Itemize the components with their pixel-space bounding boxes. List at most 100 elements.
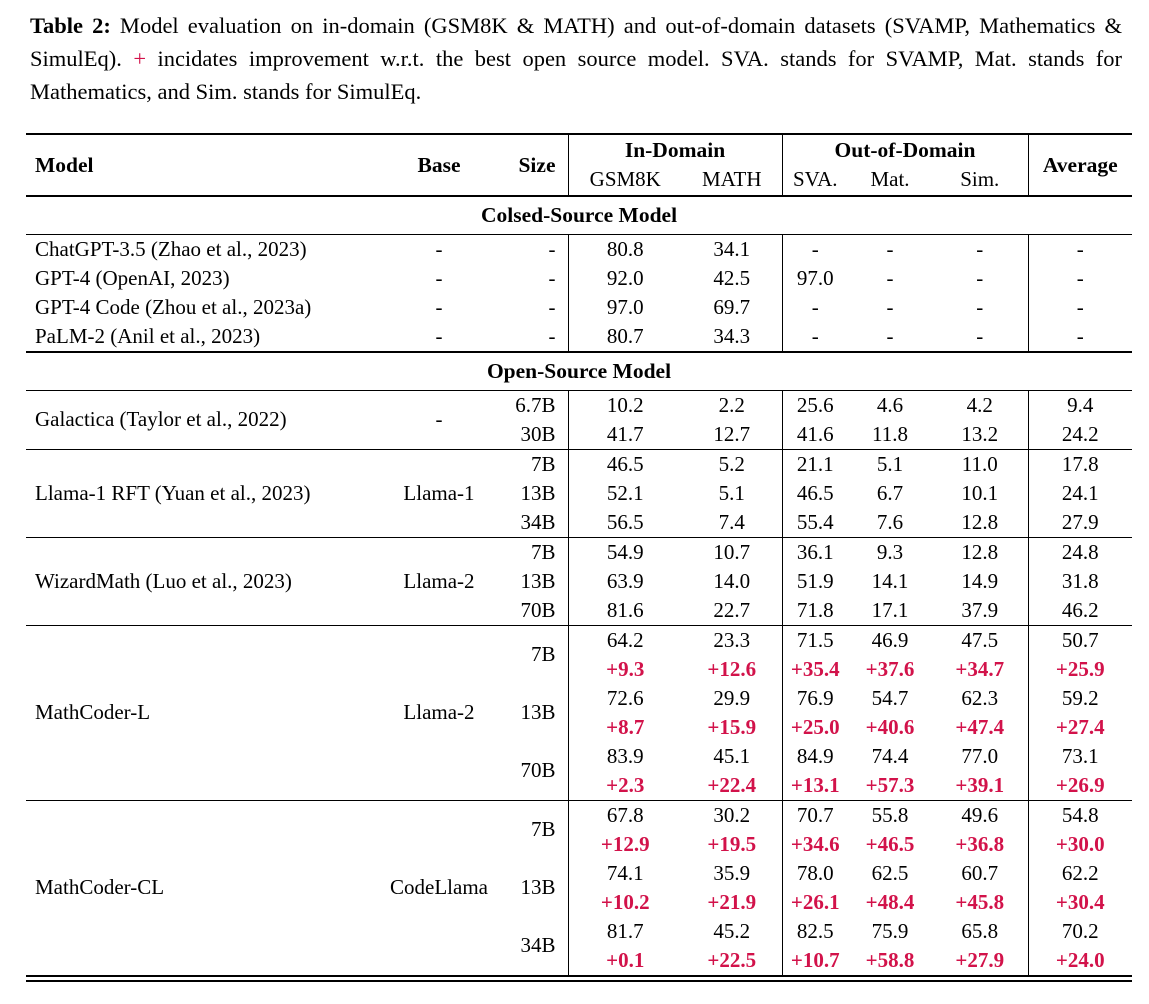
cell-value: 71.8 [781,596,849,626]
cell-value: 74.1 [567,859,682,888]
cell-value: 5.1 [718,480,745,505]
cell-value: 25.6 [781,390,849,420]
cell-value: 60.7 [961,860,999,885]
table-row: PaLM-2 (Anil et al., 2023) - -80.7 34.3- - - - [26,322,1133,352]
cell-size: 7B [508,449,568,479]
delta-row: +8.7 +15.9 +25.0 +40.6 +47.4 +27.4 [26,713,1133,742]
cell-value: 46.5 [781,479,849,508]
cell-value: 42.5 [713,265,751,290]
cell-delta: +25.9 [1027,655,1133,684]
cell-delta: +19.5 [707,831,757,856]
header-sva: SVA. [781,165,849,197]
cell-value: 4.6 [876,392,904,417]
cell-value: 47.5 [932,625,1029,655]
cell-value: - [1027,234,1133,264]
cell-value: 46.2 [1027,596,1133,626]
cell-delta: +45.8 [955,889,1005,914]
cell-size: 13B [520,568,556,593]
cell-value: 37.9 [961,597,999,622]
cell-size: - [548,265,556,290]
cell-value: - [886,294,894,319]
cell-delta: +40.6 [865,714,915,739]
cell-size: 70B [520,758,556,783]
header-model: Model [26,134,370,197]
cell-value: 81.7 [567,917,682,946]
table-row: GPT-4 (OpenAI, 2023) - -92.0 42.5 97.0- - - [26,264,1133,293]
cell-value: 24.8 [1027,537,1133,567]
cell-delta: +9.3 [567,655,682,684]
cell-size: - [548,236,556,261]
cell-delta: +34.7 [955,656,1005,681]
cell-base: - [435,236,443,261]
cell-value: 5.1 [848,449,933,479]
cell-value: 12.7 [713,421,751,446]
cell-base: Llama-2 [370,537,508,626]
cell-value: 41.6 [781,420,849,450]
delta-row: +10.2 +21.9 +26.1 +48.4 +45.8 +30.4 [26,888,1133,917]
cell-base: - [435,323,443,348]
cell-value: 51.9 [781,567,849,596]
cell-delta: +12.6 [707,656,757,681]
cell-model: MathCoder-CL [26,800,370,976]
cell-delta: +35.4 [781,655,849,684]
cell-delta: +25.0 [781,713,849,742]
header-in-domain: In-Domain [567,134,783,165]
cell-delta: +27.9 [955,947,1005,972]
cell-value: 82.5 [781,917,849,946]
cell-value: 12.8 [932,537,1029,567]
cell-value: 65.8 [961,918,999,943]
cell-base: - [435,265,443,290]
header-gsm8k: GSM8K [567,165,682,197]
cell-delta: +15.9 [707,714,757,739]
cell-size: 7B [508,800,568,859]
caption-label: Table 2: [30,13,111,38]
cell-value: 21.1 [781,449,849,479]
cell-value: 9.4 [1027,390,1133,420]
section-row: Open-Source Model [26,351,1133,391]
delta-row: +2.3 +22.4 +13.1 +57.3 +39.1 +26.9 [26,771,1133,801]
cell-value: 70.7 [781,800,849,830]
results-table: Model Base Size In-Domain Out-of-Domain … [26,133,1133,977]
cell-value: 6.7 [876,480,904,505]
header-sim: Sim. [932,165,1029,197]
cell-value: 56.5 [567,508,682,538]
cell-value: 11.0 [932,449,1029,479]
cell-value: 46.5 [567,449,682,479]
cell-value: 62.3 [961,685,999,710]
cell-value: 83.9 [567,742,682,771]
cell-delta: +27.4 [1027,713,1133,742]
cell-value: 54.9 [567,537,682,567]
cell-value: 55.8 [848,800,933,830]
table-row: 13B 52.1 5.1 46.5 6.7 10.1 24.1 [26,479,1133,508]
cell-value: 63.9 [567,567,682,596]
cell-delta: +57.3 [865,772,915,797]
table-row: Llama-1 RFT (Yuan et al., 2023) Llama-1 7B… [26,449,1133,538]
cell-delta: +30.0 [1027,830,1133,859]
cell-value: 50.7 [1027,625,1133,655]
cell-delta: +10.2 [567,888,682,917]
header-base: Base [370,134,508,197]
cell-value: 72.6 [567,684,682,713]
cell-value: - [976,323,984,348]
cell-value: 67.8 [567,800,682,830]
cell-delta: +0.1 [567,946,682,976]
cell-size: 7B [508,537,568,567]
cell-delta: +47.4 [955,714,1005,739]
cell-value: 14.1 [871,568,909,593]
table-row: 13B 72.6 29.9 76.9 54.7 62.3 59.2 [26,684,1133,724]
cell-delta: +39.1 [955,772,1005,797]
cell-delta: +13.1 [781,771,849,801]
cell-model: PaLM-2 (Anil et al., 2023) [35,323,261,348]
cell-value: 59.2 [1027,684,1133,713]
cell-value: 4.2 [966,392,993,417]
cell-value: 13.2 [961,421,999,446]
cell-value: - [886,323,894,348]
cell-size: 70B [520,597,556,622]
cell-value: 7.4 [718,509,745,534]
cell-value: 17.8 [1027,449,1133,479]
cell-value: 5.2 [682,449,783,479]
table-row: MathCoder-CL CodeLlama 7B 67.8 30.2 70.7 55.8 4… [26,800,1133,976]
cell-value: 81.6 [567,596,682,626]
cell-value: 80.8 [567,234,682,264]
